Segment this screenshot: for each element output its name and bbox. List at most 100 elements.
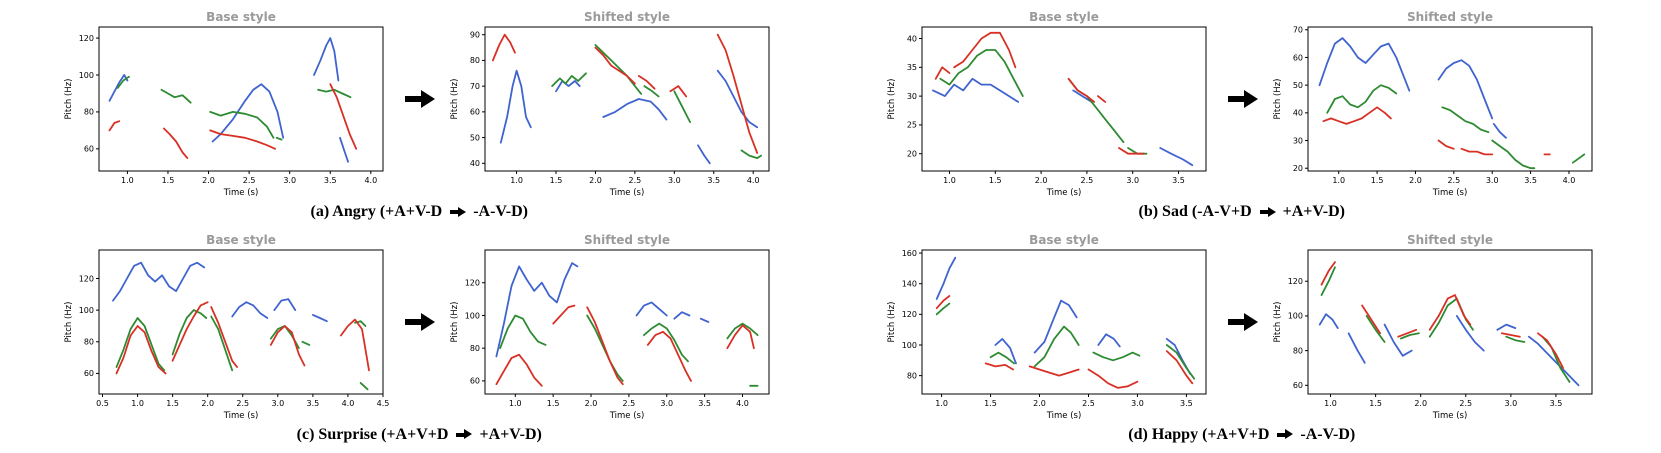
svg-text:60: 60 <box>84 369 94 378</box>
svg-text:120: 120 <box>1287 277 1302 286</box>
svg-text:4.0: 4.0 <box>342 399 355 408</box>
svg-text:80: 80 <box>470 344 480 353</box>
svg-text:3.0: 3.0 <box>1504 399 1517 408</box>
svg-text:120: 120 <box>465 278 480 287</box>
svg-text:70: 70 <box>470 82 480 91</box>
caption-arrow-icon <box>455 429 473 440</box>
svg-text:2.0: 2.0 <box>1033 399 1046 408</box>
panel-surprise: Base style 0.5 1.0 1.5 2.0 2.5 3.0 3.5 4.0 4.5 60 8… <box>61 232 777 444</box>
chart-happy-base-style: Base style 1.0 1.5 2.0 2.5 3.0 3.5 80 100 120 140 1… <box>887 233 1207 421</box>
svg-text:Time (s): Time (s) <box>609 188 645 198</box>
svg-text:4.5: 4.5 <box>377 399 390 408</box>
svg-text:3.5: 3.5 <box>1180 399 1193 408</box>
svg-text:120: 120 <box>79 274 94 283</box>
svg-text:1.5: 1.5 <box>1369 399 1382 408</box>
svg-text:1.5: 1.5 <box>547 399 560 408</box>
svg-text:3.5: 3.5 <box>1549 399 1562 408</box>
caption-arrow-icon <box>1259 206 1276 218</box>
caption-text-post: +A+V-D) <box>1282 203 1345 221</box>
caption-text-post: -A-V-D) <box>473 203 528 221</box>
svg-text:20: 20 <box>1293 164 1303 173</box>
svg-text:60: 60 <box>84 145 94 154</box>
svg-text:2.5: 2.5 <box>1082 399 1095 408</box>
panel-surprise-charts: Base style 0.5 1.0 1.5 2.0 2.5 3.0 3.5 4.0 4.5 60 8… <box>61 232 777 426</box>
svg-text:1.0: 1.0 <box>943 176 956 185</box>
panel-happy-charts: Base style 1.0 1.5 2.0 2.5 3.0 3.5 80 100 120 140 1… <box>884 232 1600 426</box>
svg-text:1.5: 1.5 <box>989 176 1002 185</box>
svg-text:80: 80 <box>1293 346 1303 355</box>
svg-text:2.5: 2.5 <box>1447 176 1460 185</box>
chart-sad-base-style: Base style 1.0 1.5 2.0 2.5 3.0 3.5 20 25 30 35 40 Ti… <box>887 10 1207 198</box>
svg-text:3.5: 3.5 <box>307 399 320 408</box>
chart-surprise-shifted-style: Shifted style 1.0 1.5 2.0 2.5 3.0 3.5 4.0 60 80 10… <box>450 233 770 421</box>
svg-text:20: 20 <box>907 150 917 159</box>
svg-text:Base style: Base style <box>1029 233 1099 247</box>
panel-sad-caption: (b) Sad (-A-V+D +A+V-D) <box>1139 203 1346 221</box>
svg-text:Time (s): Time (s) <box>1431 188 1467 198</box>
svg-text:80: 80 <box>84 337 94 346</box>
svg-text:Time (s): Time (s) <box>223 411 259 421</box>
svg-text:2.0: 2.0 <box>202 176 215 185</box>
svg-text:Time (s): Time (s) <box>1045 411 1081 421</box>
chart-angry-base-style: Base style 1.0 1.5 2.0 2.5 3.0 3.5 4.0 60 80 100 12… <box>64 10 384 198</box>
svg-text:Base style: Base style <box>1029 10 1099 24</box>
svg-text:2.5: 2.5 <box>1459 399 1472 408</box>
caption-text-post: +A+V-D) <box>479 425 542 443</box>
panel-sad: Base style 1.0 1.5 2.0 2.5 3.0 3.5 20 25 30 35 40 Ti… <box>884 9 1600 221</box>
svg-text:Pitch (Hz): Pitch (Hz) <box>1273 79 1283 120</box>
svg-text:80: 80 <box>84 108 94 117</box>
svg-text:2.0: 2.0 <box>202 399 215 408</box>
svg-text:120: 120 <box>901 310 916 319</box>
svg-text:100: 100 <box>1287 311 1302 320</box>
svg-text:3.5: 3.5 <box>324 176 337 185</box>
panel-angry-charts: Base style 1.0 1.5 2.0 2.5 3.0 3.5 4.0 60 80 100 12… <box>61 9 777 203</box>
svg-text:1.0: 1.0 <box>1332 176 1345 185</box>
svg-text:2.0: 2.0 <box>585 399 598 408</box>
style-shift-arrow-icon <box>403 312 436 331</box>
svg-text:Time (s): Time (s) <box>1045 188 1081 198</box>
svg-text:Pitch (Hz): Pitch (Hz) <box>887 79 897 120</box>
svg-text:3.0: 3.0 <box>661 399 674 408</box>
svg-text:Shifted style: Shifted style <box>1407 233 1493 247</box>
svg-text:1.0: 1.0 <box>509 399 522 408</box>
panel-surprise-caption: (c) Surprise (+A+V+D +A+V-D) <box>297 426 542 444</box>
chart-surprise-base-style: Base style 0.5 1.0 1.5 2.0 2.5 3.0 3.5 4.0 4.5 60 8… <box>64 233 390 421</box>
svg-text:160: 160 <box>901 249 916 258</box>
panel-sad-charts: Base style 1.0 1.5 2.0 2.5 3.0 3.5 20 25 30 35 40 Ti… <box>884 9 1600 203</box>
svg-text:100: 100 <box>901 341 916 350</box>
svg-text:60: 60 <box>1293 54 1303 63</box>
svg-text:50: 50 <box>1293 81 1303 90</box>
svg-text:100: 100 <box>465 311 480 320</box>
panel-happy-caption: (d) Happy (+A+V+D -A-V-D) <box>1128 426 1355 444</box>
svg-text:2.5: 2.5 <box>237 399 250 408</box>
caption-text-pre: (c) Surprise (+A+V+D <box>296 425 449 443</box>
caption-arrow-icon <box>449 206 467 218</box>
svg-text:3.0: 3.0 <box>668 176 681 185</box>
svg-text:100: 100 <box>79 71 94 80</box>
chart-happy-shifted-style: Shifted style 1.0 1.5 2.0 2.5 3.0 3.5 60 80 100 12… <box>1273 233 1593 421</box>
svg-text:1.0: 1.0 <box>510 176 523 185</box>
svg-text:3.5: 3.5 <box>708 176 721 185</box>
svg-text:Pitch (Hz): Pitch (Hz) <box>887 301 897 342</box>
svg-text:35: 35 <box>907 63 917 72</box>
svg-text:3.0: 3.0 <box>1126 176 1139 185</box>
svg-text:Time (s): Time (s) <box>1431 411 1467 421</box>
svg-text:1.5: 1.5 <box>162 176 175 185</box>
svg-text:2.0: 2.0 <box>1409 176 1422 185</box>
svg-text:2.0: 2.0 <box>1414 399 1427 408</box>
svg-text:3.0: 3.0 <box>284 176 297 185</box>
svg-text:Time (s): Time (s) <box>223 188 259 198</box>
svg-text:100: 100 <box>79 306 94 315</box>
svg-text:4.0: 4.0 <box>365 176 378 185</box>
svg-text:70: 70 <box>1293 26 1303 35</box>
svg-text:60: 60 <box>470 108 480 117</box>
svg-text:3.5: 3.5 <box>1524 176 1537 185</box>
svg-text:2.0: 2.0 <box>1034 176 1047 185</box>
svg-text:140: 140 <box>901 279 916 288</box>
svg-text:2.5: 2.5 <box>1080 176 1093 185</box>
svg-text:Shifted style: Shifted style <box>1407 10 1493 24</box>
chart-sad-shifted-style: Shifted style 1.0 1.5 2.0 2.5 3.0 3.5 4.0 20 30 40… <box>1273 10 1593 198</box>
svg-text:3.5: 3.5 <box>699 399 712 408</box>
svg-text:4.0: 4.0 <box>1562 176 1575 185</box>
svg-text:40: 40 <box>1293 109 1303 118</box>
